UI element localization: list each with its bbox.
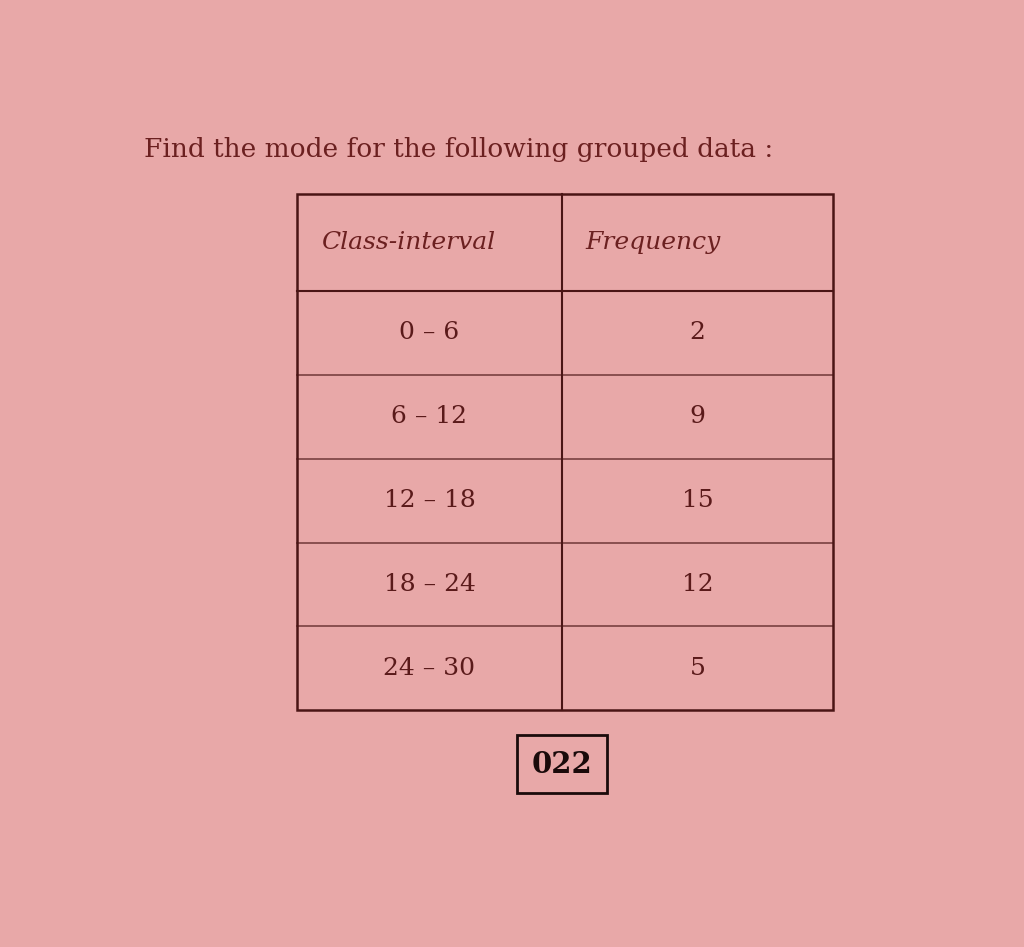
Text: Class-interval: Class-interval	[321, 231, 495, 254]
Text: Find the mode for the following grouped data :: Find the mode for the following grouped …	[143, 136, 773, 162]
Text: 15: 15	[682, 489, 714, 512]
Text: 24 – 30: 24 – 30	[383, 657, 475, 680]
Text: 12 – 18: 12 – 18	[384, 489, 475, 512]
Text: 18 – 24: 18 – 24	[384, 573, 475, 596]
Text: 0 – 6: 0 – 6	[399, 321, 460, 344]
Text: 9: 9	[690, 405, 706, 428]
Text: Frequency: Frequency	[586, 231, 721, 254]
Text: 2: 2	[690, 321, 706, 344]
Text: 022: 022	[531, 750, 592, 778]
Text: 12: 12	[682, 573, 714, 596]
Text: 5: 5	[690, 657, 706, 680]
Text: 6 – 12: 6 – 12	[391, 405, 468, 428]
